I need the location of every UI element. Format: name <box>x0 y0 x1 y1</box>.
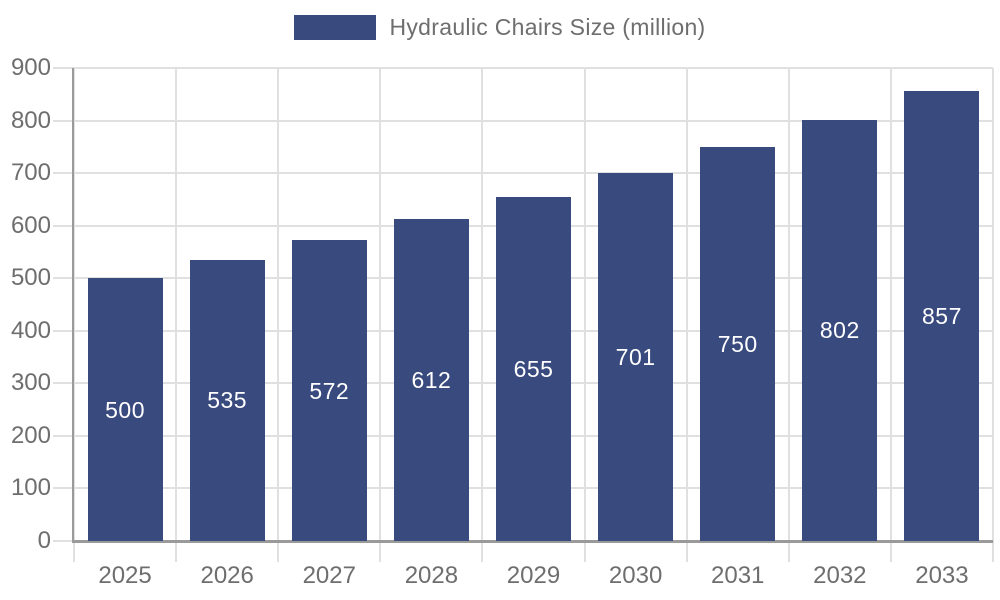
bar-2031[interactable] <box>700 146 776 541</box>
x-tick-label: 2030 <box>608 562 663 589</box>
bar-2025[interactable] <box>87 278 163 541</box>
y-gridline <box>53 67 993 69</box>
y-tick-label: 100 <box>10 474 51 502</box>
y-tick-label: 900 <box>10 54 51 81</box>
y-gridline <box>53 172 993 175</box>
bar-2029[interactable] <box>496 196 571 541</box>
x-gridline <box>787 68 790 562</box>
x-gridline <box>73 68 75 562</box>
y-tick-label: 700 <box>10 159 51 187</box>
x-axis-line <box>72 540 993 543</box>
bar-2026[interactable] <box>189 259 265 541</box>
x-tick-label: 2032 <box>813 562 867 589</box>
y-axis-line <box>72 68 74 543</box>
y-tick-label: 200 <box>10 421 51 449</box>
y-gridline <box>53 119 993 122</box>
y-tick-label: 400 <box>10 316 51 344</box>
bar-2030[interactable] <box>598 172 674 541</box>
y-tick-label: 500 <box>10 264 51 292</box>
bar-2027[interactable] <box>291 240 367 541</box>
x-tick-label: 2031 <box>711 562 765 589</box>
x-tick-label: 2033 <box>915 562 969 589</box>
legend-swatch <box>294 15 377 40</box>
bar-2032[interactable] <box>802 119 878 541</box>
x-gridline <box>175 68 178 562</box>
x-gridline <box>685 68 688 562</box>
y-tick-label: 600 <box>10 211 51 239</box>
x-tick-label: 2026 <box>200 562 254 589</box>
x-gridline <box>889 68 892 562</box>
legend[interactable]: Hydraulic Chairs Size (million) <box>0 14 1000 41</box>
x-tick-label: 2028 <box>404 562 459 589</box>
y-tick-label: 800 <box>10 106 51 134</box>
x-tick-label: 2025 <box>98 562 152 589</box>
x-gridline <box>583 68 586 562</box>
x-gridline <box>992 68 994 562</box>
y-tick-label: 0 <box>37 527 51 554</box>
x-tick-label: 2029 <box>506 562 561 589</box>
x-gridline <box>379 68 382 562</box>
x-gridline <box>481 68 484 562</box>
legend-label: Hydraulic Chairs Size (million) <box>389 14 706 40</box>
y-tick-label: 300 <box>10 369 51 397</box>
bar-2033[interactable] <box>904 90 980 541</box>
x-tick-label: 2027 <box>302 562 356 589</box>
x-gridline <box>277 68 280 562</box>
bar-2028[interactable] <box>393 219 469 541</box>
